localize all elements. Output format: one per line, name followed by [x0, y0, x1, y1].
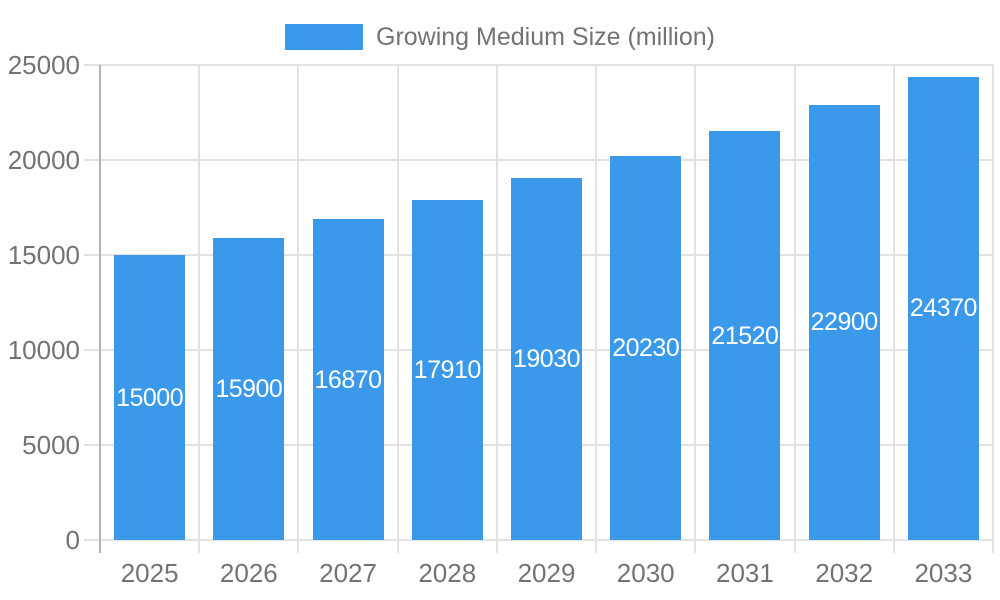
x-axis-label: 2029 — [517, 558, 576, 588]
x-gridline — [595, 65, 598, 553]
bar-2029[interactable] — [511, 178, 582, 540]
bar-2030[interactable] — [610, 155, 682, 540]
bar-value-label: 16870 — [314, 365, 383, 394]
bar-2032[interactable] — [808, 104, 880, 540]
y-gridline — [84, 159, 993, 161]
bar-value-label: 21520 — [711, 321, 779, 350]
x-gridline — [892, 65, 895, 553]
bar-value-label: 17910 — [413, 355, 482, 384]
x-gridline — [992, 65, 994, 553]
bar-2026[interactable] — [213, 237, 285, 540]
bar-value-label: 15000 — [116, 383, 184, 412]
x-gridline — [495, 65, 498, 553]
y-axis-label: 20000 — [7, 145, 80, 175]
y-axis-label: 5000 — [22, 430, 80, 460]
x-axis-label: 2028 — [418, 558, 477, 588]
y-gridline — [84, 64, 993, 66]
y-axis-label: 15000 — [7, 240, 80, 270]
bar-2033[interactable] — [907, 76, 979, 540]
x-axis-label: 2030 — [616, 558, 675, 588]
bar-value-label: 20230 — [612, 333, 680, 362]
x-gridline — [793, 65, 796, 553]
y-axis-label: 25000 — [7, 50, 80, 80]
bar-value-label: 24370 — [909, 294, 978, 323]
x-gridline — [396, 65, 399, 553]
bar-value-label: 22900 — [810, 308, 879, 337]
bar-2027[interactable] — [312, 219, 384, 540]
x-axis-label: 2027 — [319, 558, 377, 588]
x-axis-label: 2031 — [716, 558, 774, 588]
bar-value-label: 19030 — [512, 345, 581, 374]
legend-label: Growing Medium Size (million) — [376, 23, 715, 51]
bar-2031[interactable] — [709, 131, 781, 540]
y-axis-label: 10000 — [7, 335, 80, 365]
y-gridline — [84, 539, 993, 541]
bar-2025[interactable] — [114, 255, 186, 540]
x-gridline — [198, 65, 201, 553]
x-gridline — [694, 65, 697, 553]
x-axis-label: 2025 — [120, 558, 179, 588]
bar-2028[interactable] — [411, 199, 483, 540]
legend-item[interactable]: Growing Medium Size (million) — [0, 23, 1000, 51]
x-axis-label: 2032 — [815, 558, 874, 588]
y-axis-line — [99, 65, 101, 553]
x-axis-label: 2033 — [914, 558, 973, 588]
y-axis-label: 0 — [65, 525, 80, 555]
x-gridline — [297, 65, 300, 553]
bar-value-label: 15900 — [215, 374, 283, 403]
x-axis-label: 2026 — [219, 558, 278, 588]
legend-swatch — [285, 24, 363, 50]
